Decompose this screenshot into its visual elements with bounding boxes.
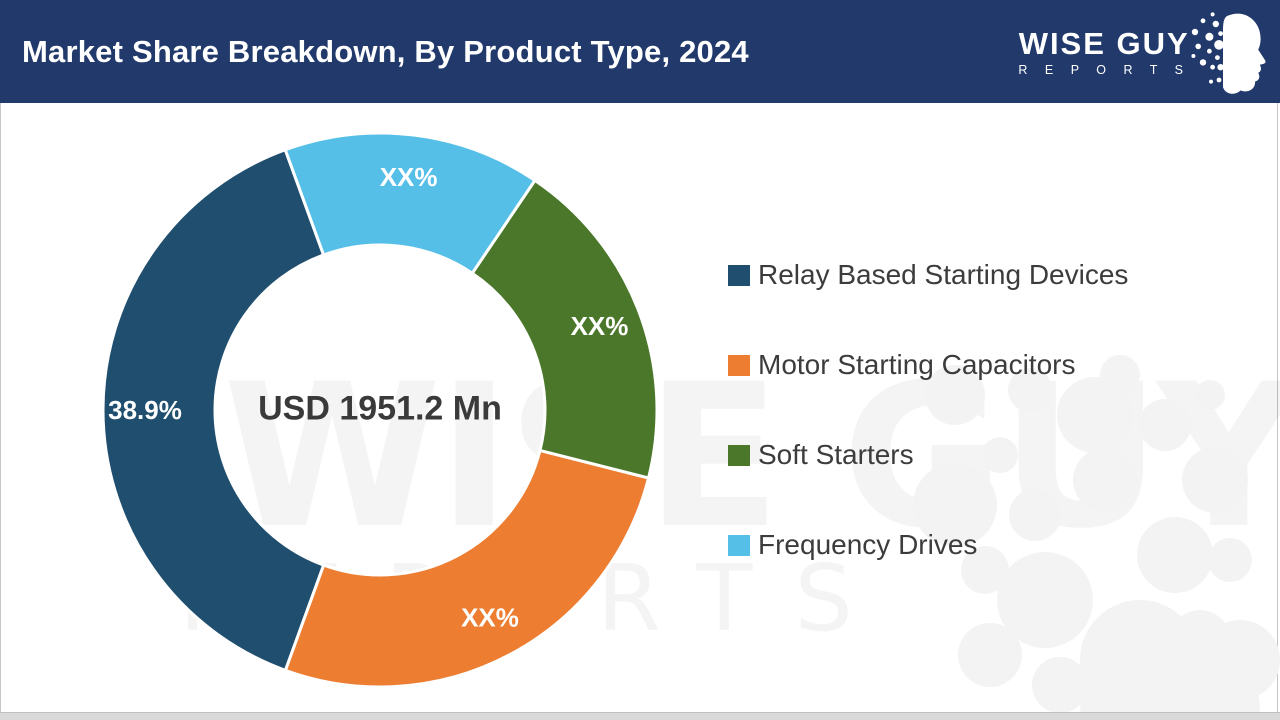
segment-percent-label: XX% (571, 311, 629, 341)
legend-item-soft-starters: Soft Starters (728, 439, 914, 471)
legend-swatch (728, 264, 750, 286)
legend-label: Relay Based Starting Devices (758, 259, 1129, 290)
donut-segment-soft-starters (470, 178, 659, 480)
legend-item-relay-based-starting-devices: Relay Based Starting Devices (728, 259, 1128, 291)
logo-face-icon (1191, 12, 1266, 94)
legend-swatch (728, 444, 750, 466)
logo-wordmark: WISE GUY (1018, 25, 1190, 61)
donut-segment-frequency-drives (283, 131, 537, 275)
legend-item-frequency-drives: Frequency Drives (728, 529, 977, 561)
donut-segment-motor-starting-capacitors (283, 448, 651, 689)
legend-label: Motor Starting Capacitors (758, 349, 1076, 380)
segment-percent-label: XX% (380, 162, 438, 192)
logo-subtext: R E P O R T S (1018, 62, 1190, 77)
legend-swatch (728, 354, 750, 376)
bottom-strip (0, 712, 1280, 720)
page-title: Market Share Breakdown, By Product Type,… (22, 33, 749, 69)
segment-percent-label: XX% (461, 603, 519, 633)
segment-percent-label: 38.9% (108, 395, 182, 425)
legend-label: Frequency Drives (758, 529, 978, 560)
donut-center-value: USD 1951.2 Mn (258, 389, 502, 428)
legend-item-motor-starting-capacitors: Motor Starting Capacitors (728, 349, 1075, 381)
wise-guy-logo: WISE GUY R E P O R T S (1018, 6, 1270, 98)
legend-label: Soft Starters (758, 439, 914, 470)
logo-text: WISE GUY R E P O R T S (1018, 25, 1190, 77)
header: Market Share Breakdown, By Product Type,… (0, 0, 1280, 103)
donut-segment-relay-based-starting-devices (101, 148, 326, 672)
legend-swatch (728, 534, 750, 556)
